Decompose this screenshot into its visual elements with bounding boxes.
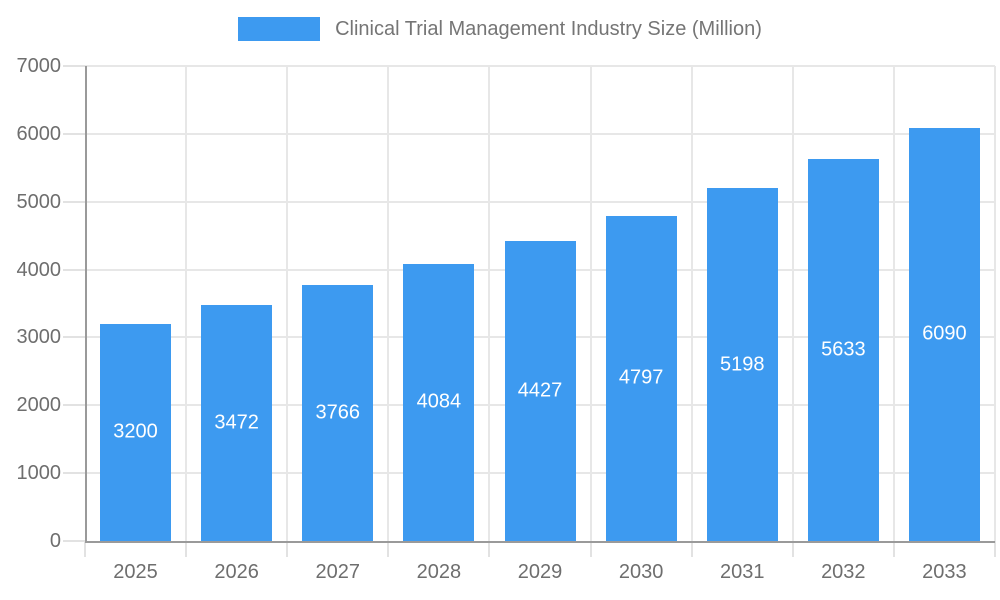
x-gridline xyxy=(488,66,491,541)
legend: Clinical Trial Management Industry Size … xyxy=(0,17,1000,41)
bar[interactable]: 5198 xyxy=(706,188,778,541)
x-gridline xyxy=(286,66,289,541)
x-gridline xyxy=(387,66,390,541)
x-gridline xyxy=(791,66,794,541)
y-axis-label: 7000 xyxy=(16,55,62,77)
x-gridline xyxy=(690,66,693,541)
y-tick xyxy=(63,268,85,271)
y-gridline xyxy=(85,65,995,67)
y-axis-label: 3000 xyxy=(16,326,62,349)
y-gridline xyxy=(85,132,995,135)
bar-value-label: 3472 xyxy=(214,411,259,434)
x-axis-label: 2027 xyxy=(315,561,361,583)
x-tick xyxy=(690,541,693,557)
x-tick xyxy=(994,541,996,557)
x-tick xyxy=(185,541,188,557)
y-axis-label: 1000 xyxy=(16,462,62,485)
x-tick xyxy=(791,541,794,557)
x-axis-label: 2025 xyxy=(113,561,158,583)
bar[interactable]: 6090 xyxy=(908,127,980,541)
x-axis-label: 2032 xyxy=(821,561,866,583)
bar[interactable]: 3766 xyxy=(302,285,374,541)
bar[interactable]: 4797 xyxy=(605,215,677,541)
legend-swatch xyxy=(238,17,321,41)
x-gridline xyxy=(185,66,188,541)
y-tick xyxy=(63,132,85,135)
x-tick xyxy=(286,541,289,557)
bar-value-label: 6090 xyxy=(922,322,967,345)
x-tick xyxy=(84,541,86,557)
y-axis-label: 5000 xyxy=(16,190,62,213)
x-tick xyxy=(589,541,592,557)
y-tick xyxy=(63,404,85,407)
bar-value-label: 3200 xyxy=(113,420,158,443)
x-gridline xyxy=(589,66,592,541)
y-gridline xyxy=(85,200,995,203)
y-tick xyxy=(63,472,85,475)
bar[interactable]: 3200 xyxy=(100,323,172,541)
x-axis-label: 2031 xyxy=(719,561,765,583)
bar[interactable]: 4427 xyxy=(504,240,576,541)
y-tick xyxy=(63,540,85,542)
x-tick xyxy=(387,541,390,557)
y-axis-label: 0 xyxy=(49,530,61,552)
bar[interactable]: 3472 xyxy=(201,305,273,541)
y-axis-label: 2000 xyxy=(16,394,62,417)
y-tick xyxy=(63,200,85,203)
x-axis-label: 2033 xyxy=(922,561,967,583)
plot-area: 0 1000 2000 3000 4000 5000 6000 7000 2025 2026 202… xyxy=(17,55,996,583)
x-axis-label: 2030 xyxy=(618,561,664,583)
bar-value-label: 4427 xyxy=(517,379,563,402)
bar[interactable]: 4084 xyxy=(403,263,475,541)
x-tick xyxy=(488,541,491,557)
y-tick xyxy=(63,336,85,339)
bar-value-label: 5198 xyxy=(719,353,765,376)
y-axis-label: 6000 xyxy=(16,122,62,145)
x-tick xyxy=(892,541,895,557)
bar-value-label: 3766 xyxy=(315,401,361,424)
x-gridline xyxy=(892,66,895,541)
bar-value-label: 4797 xyxy=(618,366,664,389)
y-axis-label: 4000 xyxy=(16,258,62,281)
x-axis-line xyxy=(85,541,995,543)
x-gridline xyxy=(994,66,996,541)
legend-label: Clinical Trial Management Industry Size … xyxy=(335,17,762,40)
x-axis-label: 2026 xyxy=(214,561,259,583)
bar-value-label: 5633 xyxy=(821,338,866,361)
bar-value-label: 4084 xyxy=(416,390,462,413)
x-axis-label: 2028 xyxy=(416,561,462,583)
bar[interactable]: 5633 xyxy=(807,158,879,541)
x-axis-label: 2029 xyxy=(517,561,563,583)
y-axis-line xyxy=(85,66,87,543)
y-tick xyxy=(63,65,85,67)
